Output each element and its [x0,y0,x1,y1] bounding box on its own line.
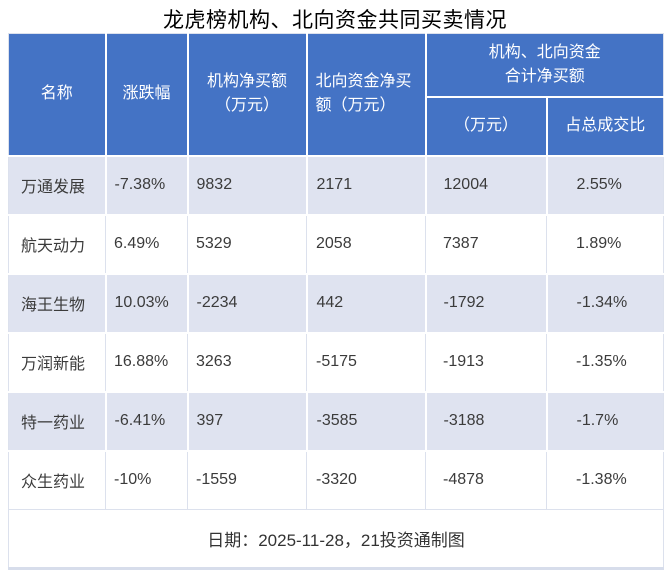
table-header: 名称 涨跌幅 机构净买额 （万元） 北向资金净买 额（万元） 机构、北向资金 合… [8,33,664,157]
footer-row: 日期：2025-11-28，21投资通制图 [8,509,664,569]
table-row: 万通发展 -7.38% 9832 2171 12004 2.55% [8,154,664,216]
col-header-combined-net-buy: 机构、北向资金 合计净买额 [424,33,664,98]
table-footer: 日期：2025-11-28，21投资通制图 [8,509,664,569]
table-row: 众生药业 -10% -1559 -3320 -4878 -1.38% [8,449,665,510]
table-body: 万通发展 -7.38% 9832 2171 12004 2.55% 航天动力 6… [8,154,665,510]
cell-turnover-ratio: 2.55% [545,154,664,216]
col-header-inst-net-buy: 机构净买额 （万元） [186,33,308,157]
dragon-tiger-table: 名称 涨跌幅 机构净买额 （万元） 北向资金净买 额（万元） 机构、北向资金 合… [8,33,665,570]
cell-combined-net-buy: -4878 [425,449,547,510]
cell-combined-net-buy: 7387 [425,213,547,275]
table-row: 万润新能 16.88% 3263 -5175 -1913 -1.35% [8,331,665,393]
cell-name: 航天动力 [8,213,106,275]
header-line: 机构、北向资金 [488,43,601,61]
cell-combined-net-buy: -3188 [424,390,548,452]
col-header-north-net-buy: 北向资金净买 额（万元） [305,33,427,157]
cell-combined-net-buy: -1913 [425,331,547,393]
cell-north-net-buy: 2171 [305,154,427,216]
header-line: 机构净买额 [206,73,287,91]
cell-combined-net-buy: -1792 [424,272,548,334]
table-row: 特一药业 -6.41% 397 -3585 -3188 -1.7% [8,390,664,452]
col-header-turnover-ratio: 占总成交比 [545,95,664,157]
cell-north-net-buy: -5175 [306,331,426,393]
cell-inst-net-buy: -2234 [186,272,308,334]
table-row: 航天动力 6.49% 5329 2058 7387 1.89% [8,213,665,275]
header-line: 合计净买额 [504,67,585,85]
cell-name: 万通发展 [8,154,107,216]
cell-inst-net-buy: 397 [186,390,308,452]
cell-north-net-buy: -3585 [305,390,427,452]
cell-inst-net-buy: 5329 [187,213,307,275]
cell-inst-net-buy: -1559 [187,449,307,510]
footer-note: 日期：2025-11-28，21投资通制图 [8,509,664,569]
cell-change-pct: -7.38% [104,154,189,216]
cell-change-pct: 10.03% [104,272,189,334]
header-line: （万元） [214,97,279,115]
page-title: 龙虎榜机构、北向资金共同买卖情况 [163,9,507,32]
col-header-change-pct: 涨跌幅 [104,33,189,157]
header-line: 北向资金净买 [315,73,412,91]
cell-name: 海王生物 [8,272,107,334]
cell-north-net-buy: -3320 [306,449,426,510]
cell-inst-net-buy: 9832 [186,154,308,216]
header-row-sub: （万元） 占总成交比 [9,95,664,157]
cell-change-pct: 6.49% [105,213,188,275]
cell-turnover-ratio: 1.89% [545,213,665,275]
cell-north-net-buy: 2058 [306,213,426,275]
cell-turnover-ratio: -1.7% [545,390,664,452]
cell-combined-net-buy: 12004 [424,154,548,216]
cell-inst-net-buy: 3263 [187,331,307,393]
cell-name: 众生药业 [8,449,106,510]
header-row-main: 名称 涨跌幅 机构净买额 （万元） 北向资金净买 额（万元） 机构、北向资金 合… [8,33,664,157]
header-line: 额（万元） [315,97,396,115]
cell-name: 万润新能 [8,331,106,393]
cell-change-pct: -10% [105,449,188,510]
cell-turnover-ratio: -1.34% [545,272,664,334]
cell-north-net-buy: 442 [305,272,427,334]
cell-change-pct: -6.41% [104,390,189,452]
cell-turnover-ratio: -1.35% [545,331,665,393]
cell-name: 特一药业 [8,390,107,452]
col-header-combined-amount: （万元） [425,95,548,157]
cell-turnover-ratio: -1.38% [545,449,665,510]
col-header-name: 名称 [8,33,107,157]
cell-change-pct: 16.88% [105,331,188,393]
table-row: 海王生物 10.03% -2234 442 -1792 -1.34% [8,272,664,334]
